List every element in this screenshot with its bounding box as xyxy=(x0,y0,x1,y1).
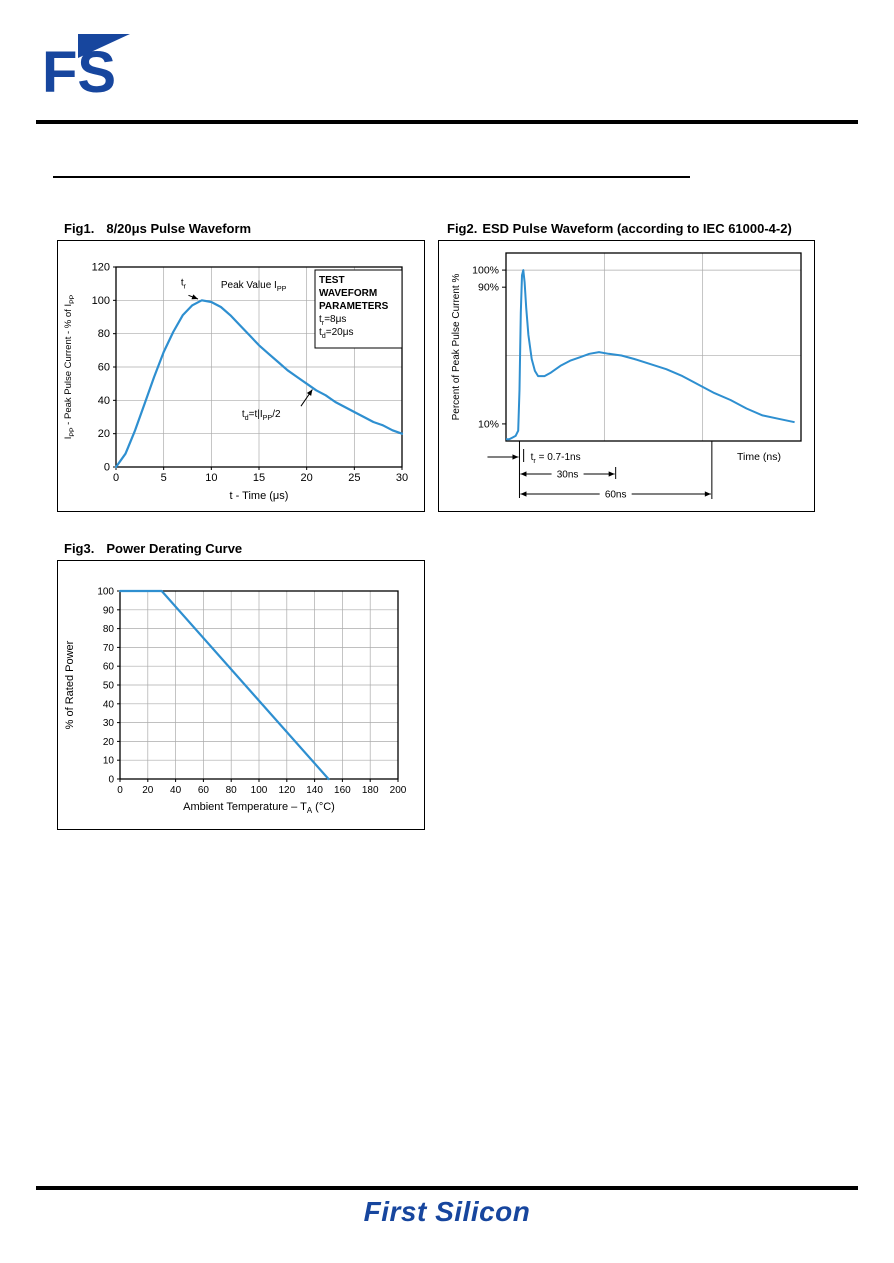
header-rule xyxy=(36,120,858,124)
svg-text:tr=8μs: tr=8μs xyxy=(319,314,346,327)
fig2-title: ESD Pulse Waveform (according to IEC 610… xyxy=(482,221,792,236)
svg-text:tr: tr xyxy=(181,277,187,290)
svg-text:200: 200 xyxy=(390,785,407,796)
svg-text:TEST: TEST xyxy=(319,275,345,286)
logo-letters: FS xyxy=(42,40,116,102)
svg-text:80: 80 xyxy=(226,785,238,796)
svg-text:40: 40 xyxy=(98,395,110,407)
fig3-plot: 0 20 40 60 80 100 120 140 160 180 200 0 10 20 30 40 50 60… xyxy=(64,587,407,816)
svg-text:100: 100 xyxy=(251,785,268,796)
svg-text:0: 0 xyxy=(108,775,114,786)
svg-text:% of Rated Power: % of Rated Power xyxy=(64,640,76,729)
svg-text:IPP - Peak Pulse Current - % o: IPP - Peak Pulse Current - % of IPP xyxy=(63,294,76,439)
svg-text:20: 20 xyxy=(103,737,115,748)
svg-text:160: 160 xyxy=(334,785,351,796)
fig2-caption: Fig2. ESD Pulse Waveform (according to IE… xyxy=(447,221,792,236)
fig1-chart: 0 5 10 15 20 25 30 0 20 40 60 80 100 120 t - Time (μs)… xyxy=(57,240,425,512)
svg-text:0: 0 xyxy=(117,785,123,796)
svg-text:WAVEFORM: WAVEFORM xyxy=(319,288,377,299)
svg-text:30: 30 xyxy=(103,718,115,729)
svg-text:PARAMETERS: PARAMETERS xyxy=(319,301,389,312)
svg-text:40: 40 xyxy=(170,785,182,796)
svg-text:t - Time (μs): t - Time (μs) xyxy=(230,490,289,502)
fig1-number: Fig1. xyxy=(64,221,95,236)
first-silicon-logo: FS xyxy=(38,28,138,105)
svg-text:120: 120 xyxy=(92,262,110,274)
svg-text:tr = 0.7-1ns: tr = 0.7-1ns xyxy=(531,452,581,465)
fig2-chart: 100% 90% 10% Percent of Peak Pulse Current … xyxy=(438,240,815,512)
logo-flag-shape xyxy=(78,34,130,58)
svg-text:20: 20 xyxy=(98,428,110,440)
svg-text:30: 30 xyxy=(396,472,408,484)
footer-rule xyxy=(36,1186,858,1190)
fig3-number: Fig3. xyxy=(64,541,95,556)
svg-text:90%: 90% xyxy=(478,282,499,294)
svg-text:Time (ns): Time (ns) xyxy=(737,451,781,463)
svg-text:15: 15 xyxy=(253,472,265,484)
svg-text:100: 100 xyxy=(92,295,110,307)
svg-text:5: 5 xyxy=(161,472,167,484)
fig2-plot: 100% 90% 10% Percent of Peak Pulse Current … xyxy=(451,252,802,501)
fig1-caption: Fig1. 8/20μs Pulse Waveform xyxy=(64,221,251,236)
fig2-curve xyxy=(506,269,795,441)
svg-text:Percent of Peak Pulse Current: Percent of Peak Pulse Current % xyxy=(451,274,462,421)
svg-text:90: 90 xyxy=(103,605,115,616)
svg-text:140: 140 xyxy=(306,785,323,796)
svg-text:td=20μs: td=20μs xyxy=(319,327,354,340)
svg-text:180: 180 xyxy=(362,785,379,796)
fig1-title: 8/20μs Pulse Waveform xyxy=(106,221,252,236)
logo-graphic: FS xyxy=(42,34,130,105)
svg-text:100%: 100% xyxy=(472,265,499,277)
svg-text:60ns: 60ns xyxy=(605,490,627,501)
svg-text:100: 100 xyxy=(97,587,114,598)
svg-text:40: 40 xyxy=(103,699,115,710)
svg-text:50: 50 xyxy=(103,681,115,692)
svg-text:120: 120 xyxy=(278,785,295,796)
svg-text:60: 60 xyxy=(198,785,210,796)
svg-text:80: 80 xyxy=(98,328,110,340)
svg-text:td=t|IPP/2: td=t|IPP/2 xyxy=(242,409,281,422)
svg-text:20: 20 xyxy=(142,785,154,796)
svg-text:20: 20 xyxy=(301,472,313,484)
fig3-caption: Fig3. Power Derating Curve xyxy=(64,541,242,556)
fig1-test-parameters-box xyxy=(314,269,403,349)
svg-text:10: 10 xyxy=(103,756,115,767)
fig2-number: Fig2. xyxy=(447,221,478,236)
svg-text:0: 0 xyxy=(113,472,119,484)
fig1-curve xyxy=(114,299,404,469)
svg-text:60: 60 xyxy=(98,362,110,374)
svg-text:10%: 10% xyxy=(478,418,499,430)
svg-text:80: 80 xyxy=(103,624,115,635)
svg-text:25: 25 xyxy=(348,472,360,484)
fig2-plot-border xyxy=(505,252,802,442)
svg-text:70: 70 xyxy=(103,643,115,654)
footer-brand: First Silicon xyxy=(363,1196,531,1227)
svg-text:10: 10 xyxy=(205,472,217,484)
fig3-title: Power Derating Curve xyxy=(106,541,243,556)
fig3-chart: 0 20 40 60 80 100 120 140 160 180 200 0 10 20 30 40 50 60… xyxy=(57,560,425,830)
fig3-curve xyxy=(118,589,330,781)
svg-text:Peak Value IPP: Peak Value IPP xyxy=(221,280,287,293)
svg-text:30ns: 30ns xyxy=(557,470,579,481)
svg-text:Ambient Temperature – TA (°C): Ambient Temperature – TA (°C) xyxy=(183,801,335,815)
svg-text:60: 60 xyxy=(103,662,115,673)
title-underline xyxy=(53,176,690,178)
fig1-plot: 0 5 10 15 20 25 30 0 20 40 60 80 100 120 t - Time (μs)… xyxy=(63,262,408,503)
svg-text:0: 0 xyxy=(104,462,110,474)
